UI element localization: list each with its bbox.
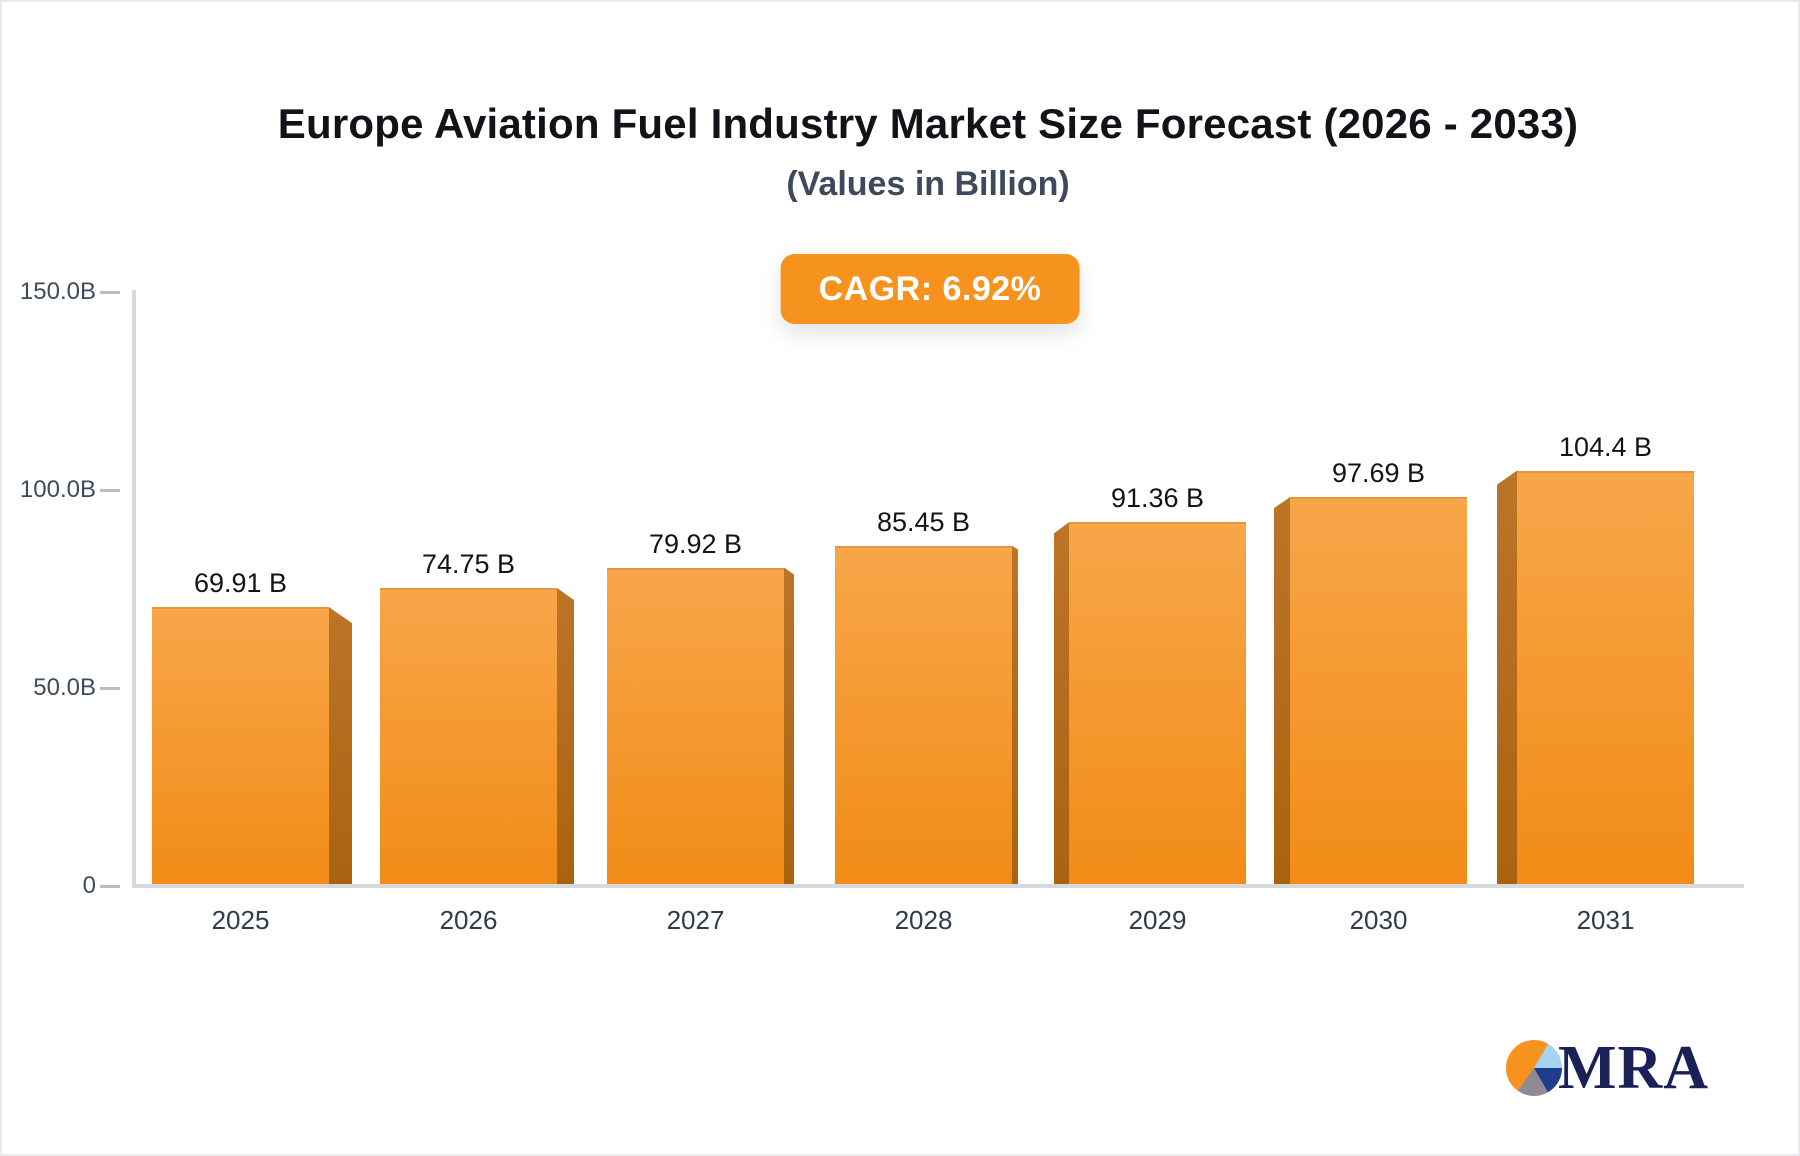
bar-value-label: 74.75 B bbox=[421, 548, 516, 579]
bar bbox=[152, 607, 329, 884]
y-axis-tick bbox=[100, 489, 120, 492]
cagr-badge: CAGR: 6.92% bbox=[780, 254, 1080, 324]
bar-side-panel bbox=[1274, 497, 1290, 884]
x-axis-label: 2027 bbox=[666, 905, 725, 935]
x-axis-label: 2030 bbox=[1349, 905, 1408, 935]
y-axis-tick bbox=[100, 687, 120, 690]
y-axis-tick-label: 0 bbox=[82, 872, 96, 899]
logo-text: MRA bbox=[1558, 1034, 1710, 1102]
y-axis-line bbox=[132, 290, 136, 888]
chart-title: Europe Aviation Fuel Industry Market Siz… bbox=[277, 100, 1579, 147]
bar bbox=[1290, 497, 1467, 884]
y-axis-tick-label: 100.0B bbox=[19, 476, 96, 503]
x-axis-label: 2025 bbox=[211, 905, 270, 935]
x-axis-label: 2031 bbox=[1576, 905, 1635, 935]
bar-side-panel bbox=[1497, 470, 1517, 884]
bar bbox=[607, 567, 784, 884]
bar bbox=[835, 545, 1012, 884]
x-axis-label: 2028 bbox=[894, 905, 953, 935]
y-axis-tick-label: 50.0B bbox=[33, 674, 96, 701]
bar-value-label: 91.36 B bbox=[1110, 483, 1205, 514]
bar-side-panel bbox=[1012, 545, 1018, 884]
logo-pie-icon bbox=[1506, 1040, 1562, 1096]
bar bbox=[1517, 470, 1694, 884]
x-axis-label: 2026 bbox=[439, 905, 498, 935]
cagr-badge-label: CAGR: 6.92% bbox=[818, 270, 1042, 308]
y-axis-tick-label: 150.0B bbox=[19, 278, 96, 305]
y-axis-tick bbox=[100, 885, 120, 888]
y-axis-tick bbox=[100, 291, 120, 294]
bar-value-label: 104.4 B bbox=[1558, 431, 1653, 462]
x-axis-label: 2029 bbox=[1128, 905, 1187, 935]
bar-value-label: 79.92 B bbox=[648, 528, 743, 559]
bar-side-panel bbox=[1054, 522, 1069, 884]
bar-value-label: 69.91 B bbox=[193, 568, 288, 599]
mra-logo: MRA bbox=[1506, 1034, 1710, 1102]
x-axis-line bbox=[132, 884, 1744, 888]
bar-side-panel bbox=[329, 607, 352, 884]
chart-subtitle: (Values in Billion) bbox=[786, 165, 1070, 203]
bar-value-label: 85.45 B bbox=[876, 506, 971, 537]
bar-value-label: 97.69 B bbox=[1331, 458, 1426, 489]
bar-side-panel bbox=[784, 567, 794, 884]
bar bbox=[1069, 522, 1246, 884]
bar bbox=[380, 587, 557, 884]
bar-side-panel bbox=[557, 587, 574, 884]
